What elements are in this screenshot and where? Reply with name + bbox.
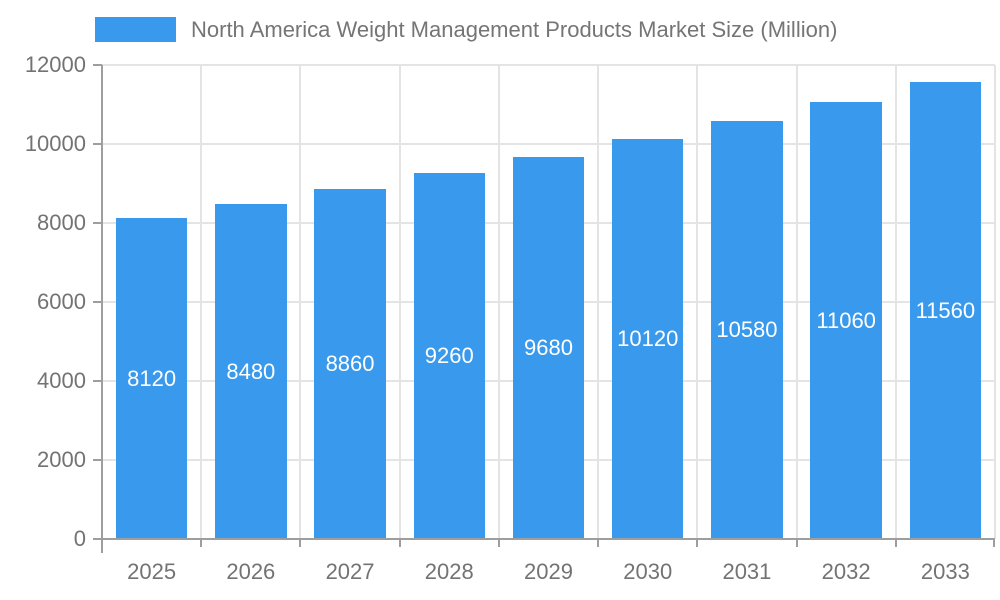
y-tick-label: 2000 [37, 447, 86, 472]
x-tick-mark [795, 539, 798, 547]
x-tick-label: 2031 [722, 559, 772, 584]
y-tick-label: 12000 [24, 52, 86, 77]
bar[interactable] [115, 218, 188, 539]
y-tick-mark [93, 538, 102, 540]
x-tick-mark [696, 539, 699, 547]
y-tick-mark [93, 222, 102, 224]
x-tick-mark [993, 539, 995, 547]
bar-value-label: 10120 [617, 326, 679, 352]
x-tick-label: 2025 [127, 559, 177, 584]
v-gridline [398, 65, 401, 539]
v-gridline [696, 65, 699, 539]
x-tick-label: 2030 [623, 559, 673, 584]
x-tick-mark [497, 539, 500, 547]
plot-area: 0 2000 4000 6000 8000 10000 12000 8120 2025 8480 2… [25, 52, 996, 584]
y-tick-label: 6000 [37, 289, 86, 314]
y-tick-label: 4000 [37, 368, 86, 393]
bar[interactable] [314, 189, 386, 539]
bar[interactable] [413, 173, 485, 539]
x-tick-label: 2028 [424, 559, 474, 584]
v-gridline [994, 65, 996, 539]
bar-value-label: 8480 [226, 358, 276, 384]
bar[interactable] [215, 204, 287, 539]
x-tick-mark [299, 539, 302, 547]
bar[interactable] [810, 102, 882, 539]
bar[interactable] [711, 121, 783, 539]
bar[interactable] [612, 139, 684, 539]
x-tick-mark [597, 539, 600, 547]
h-gridline [102, 64, 995, 66]
x-tick-mark [894, 539, 897, 547]
x-tick-label: 2027 [325, 559, 375, 584]
y-tick-label: 0 [73, 526, 86, 551]
y-tick-mark [93, 64, 102, 66]
bar-value-label: 11560 [915, 297, 976, 323]
bar-value-label: 9260 [424, 343, 474, 369]
v-gridline [795, 65, 798, 539]
x-tick-mark [398, 539, 401, 547]
h-gridline [102, 143, 995, 145]
y-tick-mark [93, 380, 102, 382]
y-tick-label: 10000 [24, 131, 86, 156]
y-tick-mark [93, 301, 102, 303]
y-tick-mark [93, 143, 102, 145]
v-gridline [597, 65, 600, 539]
bar-value-label: 9680 [524, 334, 573, 360]
x-tick-label: 2033 [920, 559, 970, 584]
y-tick-label: 8000 [37, 210, 86, 235]
bar-value-label: 11060 [816, 307, 876, 333]
v-gridline [299, 65, 302, 539]
legend-label: North America Weight Management Products… [191, 17, 838, 42]
x-tick-mark [200, 539, 203, 547]
bar[interactable] [512, 156, 585, 539]
x-tick-label: 2029 [524, 559, 573, 584]
bar-value-label: 8120 [127, 365, 177, 391]
v-gridline [497, 65, 500, 539]
v-gridline [894, 65, 897, 539]
x-axis-line [101, 538, 995, 540]
y-axis-line [101, 65, 103, 553]
bar-value-label: 10580 [716, 317, 778, 343]
y-tick-mark [93, 459, 102, 461]
legend-swatch [95, 17, 176, 42]
x-tick-label: 2032 [821, 559, 871, 584]
x-tick-label: 2026 [226, 559, 276, 584]
v-gridline [200, 65, 203, 539]
bar-value-label: 8860 [325, 351, 375, 376]
legend-item[interactable]: North America Weight Management Products… [95, 17, 837, 42]
bar[interactable] [909, 82, 982, 539]
